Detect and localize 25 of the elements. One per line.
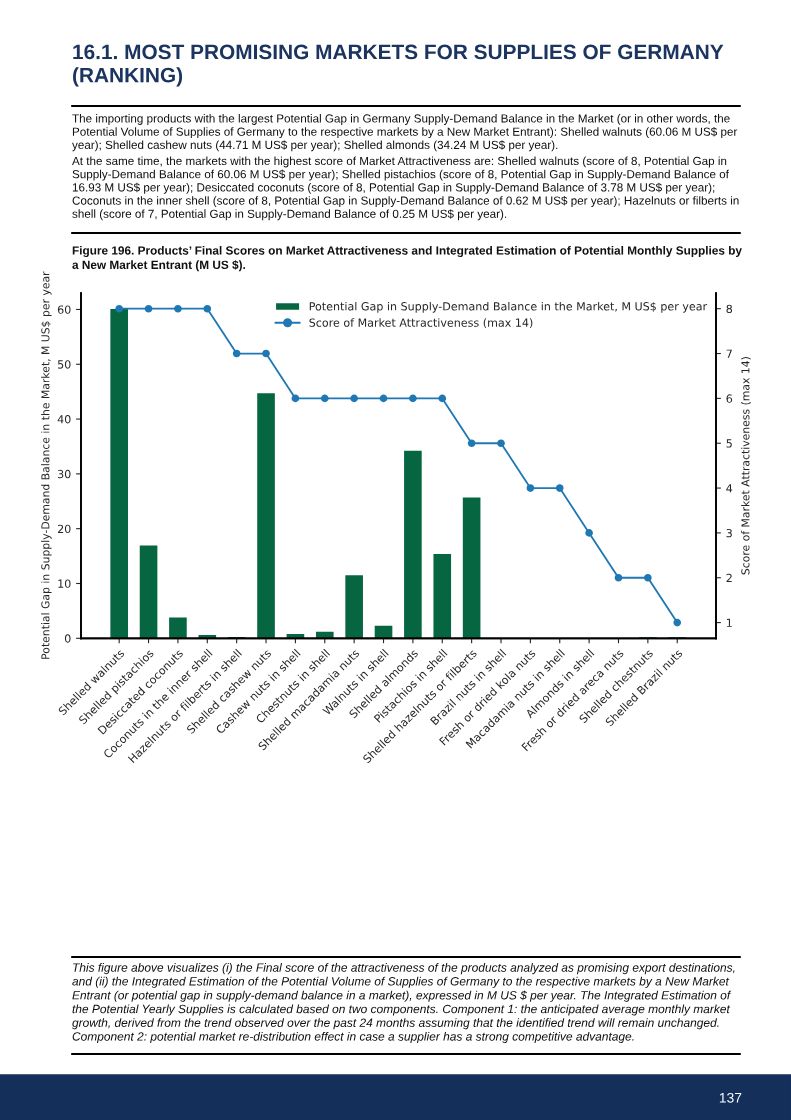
chart-subtitle: Figure 196. Products’ Final Scores on Market Attractiveness and Integrated Estimation of Potential Monthly Supplies by a New Market Entrant (M US $). — [72, 246, 742, 272]
y2-tick-label: 8 — [726, 304, 733, 314]
y-tick-label: 40 — [57, 415, 71, 424]
text: The importing products with the largest Potential Gap in Germany Supply-Demand Balance in the Market (or in other words, the Potential Volume of Supplies of Germany to the respective markets by a New Market Entrant): Shelled walnuts (60.06 M US$ per year); Shelled cashew nuts (44.71 M US$ per year); Shelled almonds (34.24 M US$ per year). — [72, 114, 738, 152]
y2-tick-label: 6 — [726, 394, 733, 403]
y2-axis-title: Score of Market Attractiveness (max 14) — [741, 357, 751, 575]
y2-tick-label: 5 — [726, 439, 732, 448]
text: 137 — [719, 1092, 742, 1103]
y-axis-title: Potential Gap in Supply-Demand Balance in the Market, M US$ per year — [41, 271, 52, 659]
y-tick-label: 10 — [58, 579, 71, 588]
y2-tick-label: 1 — [726, 618, 732, 627]
y-tick-label: 20 — [57, 524, 71, 534]
text: At the same time, the markets with the highest score of Market Attractiveness are: Shelled walnuts (score of 8, Potential Gap in Supply-Demand Balance of 60.06 M US$ per year); Shelled pistachios (score of 8, Potential Gap in Supply-Demand Balance of 16.93 M US$ per year); Desiccated coconuts (score of 8, Potential Gap in Supply-Demand Balance of 3.78 M US$ per year); Coconuts in the inner shell (score of 8, Potential Gap in Supply-Demand Balance of 0.62 M US$ per year); Hazelnuts or filberts in shell (score of 7, Potential Gap in Supply-Demand Balance of 0.25 M US$ per year). — [72, 156, 739, 221]
y-tick-label: 60 — [57, 305, 71, 314]
y-tick-label: 0 — [64, 634, 71, 643]
y2-tick-label: 7 — [726, 349, 732, 358]
y2-tick-label: 3 — [726, 528, 732, 538]
y-tick-label: 50 — [58, 360, 71, 369]
text: This figure above visualizes (i) the Final score of the attractiveness of the products analyzed as promising export destinations, and (ii) the Integrated Estimation of the Potential Volume of Supplies of Germany to the respective markets by a New Market Entrant (or potential gap in supply-demand balance in a market), expressed in M US $ per year. The Integrated Estimation of the Potential Yearly Supplies is calculated based on two components. Component 1: the anticipated average monthly market growth, derived from the trend observed over the past 24 months assuming that the identified trend will remain unchanged. Component 2: potential market re-distribution effect in case a supplier has a strong competitive advantage. — [72, 963, 735, 1044]
y2-tick-label: 2 — [726, 573, 732, 582]
legend-label: Potential Gap in Supply-Demand Balance in the Market, M US$ per year — [309, 301, 708, 313]
chart-title: 16.1. MOST PROMISING MARKETS FOR SUPPLIES OF GERMANY (RANKING) — [73, 44, 724, 87]
y-tick-label: 30 — [57, 469, 71, 479]
legend-label: Score of Market Attractiveness (max 14) — [309, 318, 533, 329]
y2-tick-label: 4 — [726, 484, 733, 493]
